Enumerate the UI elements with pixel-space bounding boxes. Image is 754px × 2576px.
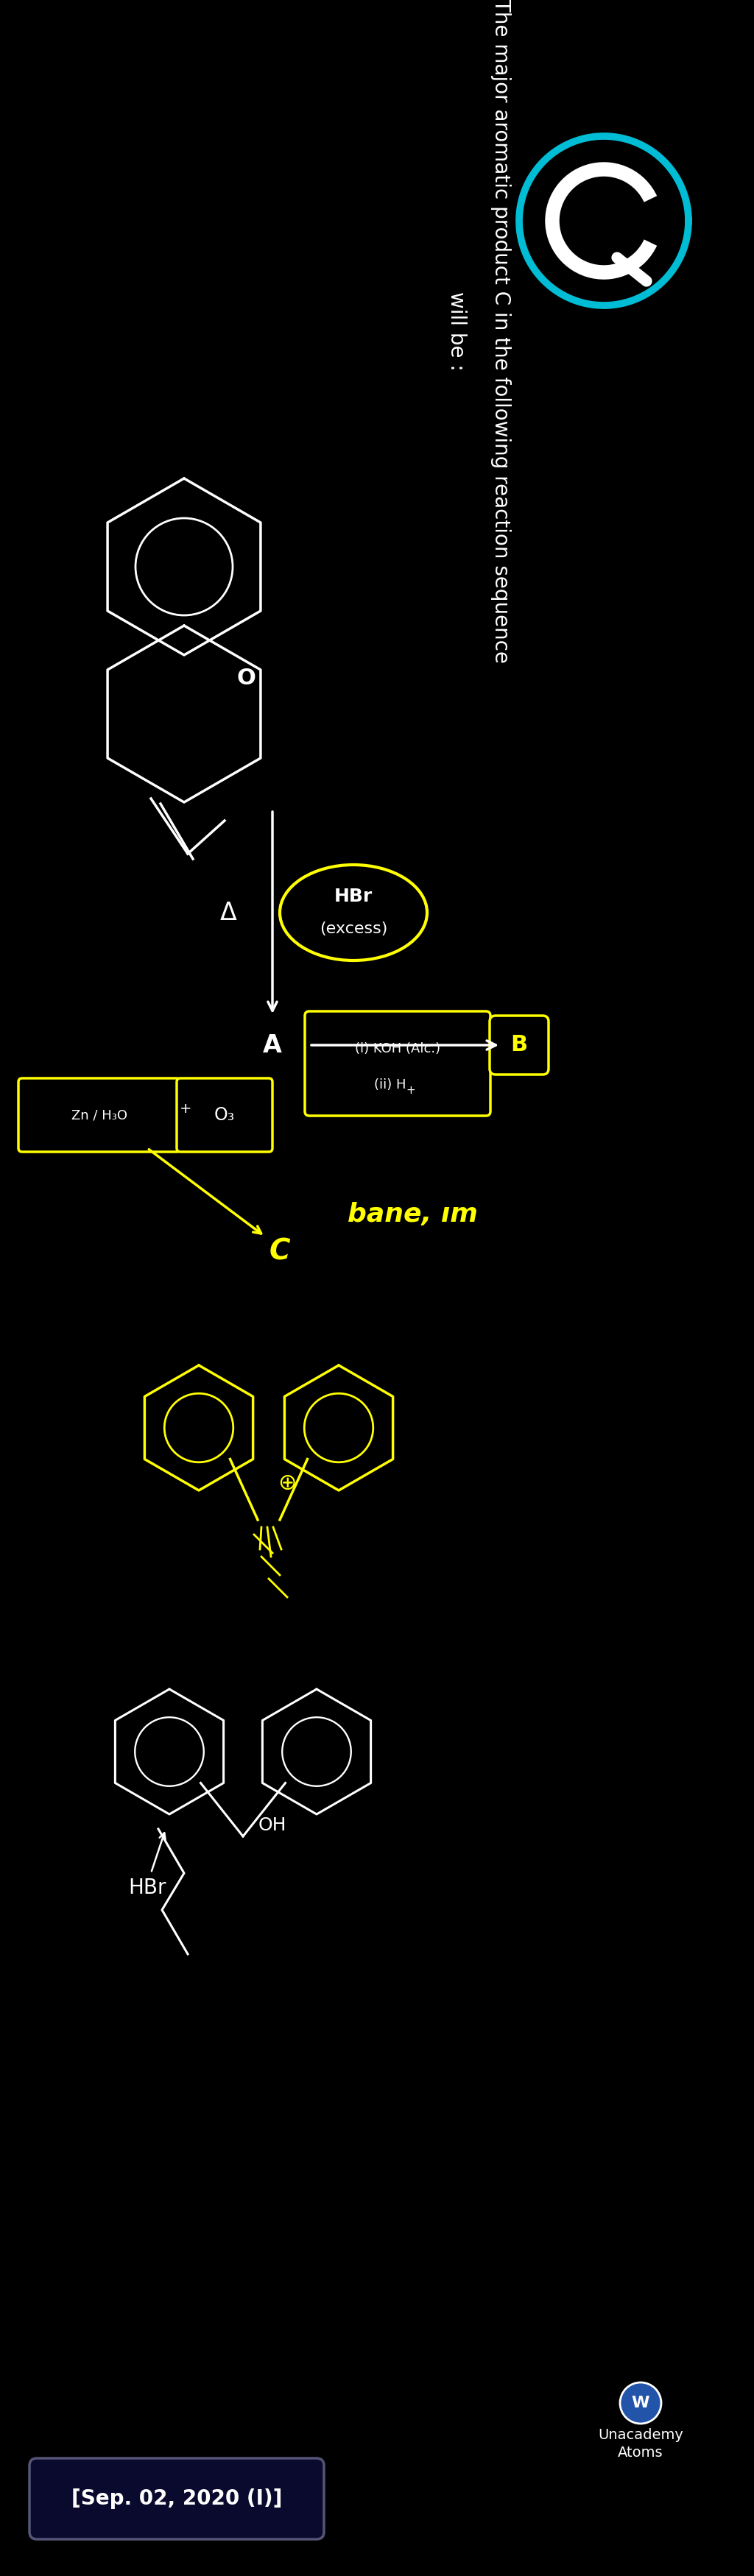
Text: +: + (179, 1103, 192, 1115)
Text: OH: OH (259, 1816, 287, 1834)
FancyBboxPatch shape (305, 1012, 490, 1115)
Text: ⊕: ⊕ (277, 1473, 296, 1494)
Text: Zn / H₃O: Zn / H₃O (72, 1108, 127, 1121)
FancyBboxPatch shape (29, 2458, 324, 2540)
Text: (ii) H: (ii) H (374, 1077, 406, 1092)
Text: O₃: O₃ (214, 1105, 235, 1123)
Text: [Sep. 02, 2020 (I)]: [Sep. 02, 2020 (I)] (72, 2488, 282, 2509)
Text: The major aromatic product C in the following reaction sequence: The major aromatic product C in the foll… (490, 0, 511, 665)
Circle shape (523, 139, 685, 301)
Text: Unacademy: Unacademy (598, 2427, 683, 2442)
Text: Δ: Δ (220, 902, 237, 925)
Text: will be :: will be : (446, 291, 467, 371)
Text: (i) KOH (Alc.): (i) KOH (Alc.) (355, 1043, 440, 1056)
FancyBboxPatch shape (489, 1015, 549, 1074)
Circle shape (620, 2383, 661, 2424)
Text: HBr: HBr (334, 889, 372, 904)
Text: C: C (269, 1236, 290, 1265)
Text: HBr: HBr (128, 1878, 166, 1899)
Text: (excess): (excess) (320, 922, 388, 935)
FancyBboxPatch shape (176, 1079, 272, 1151)
Text: W: W (632, 2396, 650, 2411)
Text: A: A (263, 1033, 282, 1056)
FancyBboxPatch shape (18, 1079, 180, 1151)
Text: O: O (237, 667, 256, 690)
Text: Atoms: Atoms (618, 2445, 664, 2460)
Text: bane, ım: bane, ım (348, 1203, 477, 1226)
Text: B: B (510, 1036, 528, 1056)
Text: +: + (406, 1084, 415, 1095)
